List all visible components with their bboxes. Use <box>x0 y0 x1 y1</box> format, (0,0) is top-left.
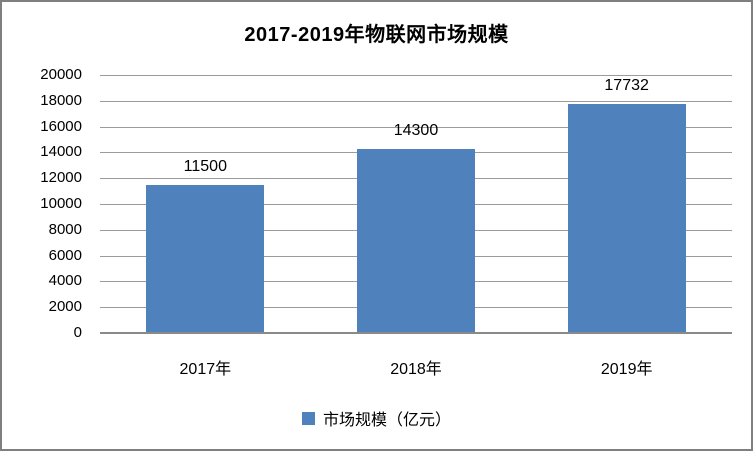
legend: 市场规模（亿元） <box>2 406 751 430</box>
x-axis-labels: 2017年 2018年 2019年 <box>100 355 732 379</box>
y-tick-label: 10000 <box>40 195 82 212</box>
y-tick-label: 16000 <box>40 117 82 135</box>
bar-slot: 17732 <box>521 75 732 333</box>
y-axis-labels: 0 2000 4000 6000 8000 10000 12000 14000 16000 180… <box>10 66 82 341</box>
gridline <box>100 75 732 76</box>
x-tick-label: 2018年 <box>390 361 442 378</box>
bar-value-label: 14300 <box>393 121 439 139</box>
legend-swatch-icon <box>301 411 315 425</box>
legend-label: 市场规模（亿元） <box>322 412 451 429</box>
y-tick-label: 2000 <box>48 298 82 316</box>
y-tick-label: 6000 <box>48 246 82 264</box>
chart-title: 2017-2019年物联网市场规模 <box>244 24 509 46</box>
bar <box>146 184 265 333</box>
y-tick-label: 0 <box>73 324 82 341</box>
bar-value-label: 11500 <box>183 157 227 175</box>
x-axis-line <box>100 332 732 334</box>
y-tick-label: 8000 <box>48 220 82 238</box>
y-tick-label: 14000 <box>40 143 82 161</box>
bar <box>567 104 686 333</box>
x-tick-label: 2019年 <box>600 361 653 378</box>
bar-value-label: 17732 <box>604 77 649 95</box>
bar <box>356 148 475 333</box>
gridline <box>100 126 732 128</box>
gridline <box>100 100 732 102</box>
y-tick-label: 12000 <box>40 169 82 187</box>
x-tick-label: 2017年 <box>179 361 232 378</box>
bar-slot: 14300 <box>311 75 522 333</box>
plot-area: 11500 14300 17732 <box>100 75 732 334</box>
bar-slot: 11500 <box>100 75 311 333</box>
y-tick-label: 4000 <box>48 272 82 290</box>
y-tick-label: 18000 <box>40 91 82 109</box>
y-tick-label: 20000 <box>40 66 82 83</box>
